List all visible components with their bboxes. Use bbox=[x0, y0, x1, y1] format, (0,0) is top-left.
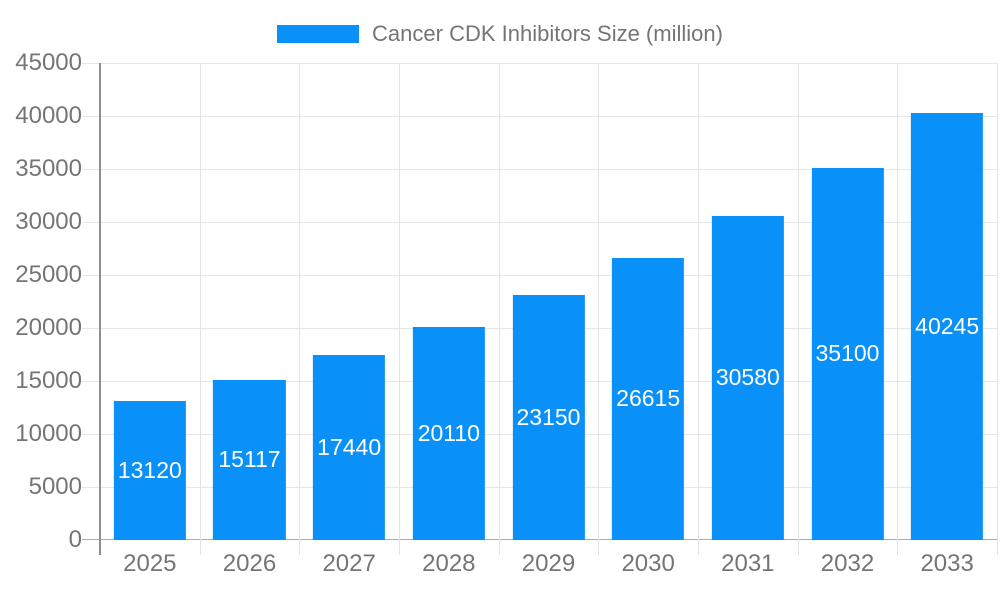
bar-value-label: 17440 bbox=[317, 434, 382, 461]
bar-value-label: 40245 bbox=[915, 313, 980, 340]
vertical-gridline bbox=[697, 63, 699, 555]
vertical-gridline bbox=[299, 63, 301, 555]
vertical-gridline bbox=[199, 63, 201, 555]
bar-value-label: 23150 bbox=[516, 403, 581, 430]
x-tick-label: 2032 bbox=[820, 550, 875, 577]
y-tick-label: 0 bbox=[68, 526, 82, 553]
bar-value-label: 35100 bbox=[815, 340, 880, 367]
bar-2033: 40245 bbox=[911, 113, 984, 540]
vertical-gridline bbox=[897, 63, 899, 555]
y-tick-label: 10000 bbox=[15, 420, 82, 447]
horizontal-gridline bbox=[82, 115, 997, 117]
x-tick-label: 2028 bbox=[422, 550, 476, 577]
vertical-gridline bbox=[398, 63, 400, 555]
y-tick-label: 5000 bbox=[28, 473, 82, 500]
y-tick-label: 15000 bbox=[15, 366, 82, 394]
bar-2027: 17440 bbox=[313, 355, 386, 540]
y-axis-line bbox=[99, 63, 101, 555]
y-tick-label: 35000 bbox=[15, 155, 82, 182]
bar-value-label: 13120 bbox=[117, 456, 182, 483]
x-axis-labels: 2025 2026 2027 2028 2029 2030 2031 2032 2033 bbox=[100, 552, 997, 582]
x-tick-label: 2030 bbox=[621, 550, 675, 577]
y-tick-label: 20000 bbox=[15, 314, 82, 341]
y-tick-label: 30000 bbox=[15, 207, 82, 235]
legend: Cancer CDK Inhibitors Size (million) bbox=[0, 16, 1000, 52]
x-tick-label: 2026 bbox=[222, 550, 277, 577]
horizontal-gridline bbox=[82, 168, 997, 170]
vertical-gridline bbox=[598, 63, 600, 555]
x-tick-label: 2033 bbox=[920, 550, 974, 577]
bar-value-label: 30580 bbox=[715, 364, 780, 391]
bar-value-label: 15117 bbox=[218, 446, 281, 473]
bar-2028: 20110 bbox=[412, 326, 485, 540]
y-tick-label: 45000 bbox=[15, 49, 82, 76]
bar-2026: 15117 bbox=[213, 379, 286, 540]
bar-2025: 13120 bbox=[113, 400, 186, 540]
vertical-gridline bbox=[997, 63, 998, 555]
legend-swatch bbox=[277, 25, 360, 43]
bar-2029: 23150 bbox=[512, 294, 585, 540]
vertical-gridline bbox=[498, 63, 500, 555]
horizontal-gridline bbox=[82, 62, 997, 64]
x-tick-label: 2027 bbox=[322, 550, 376, 577]
y-tick-label: 40000 bbox=[15, 102, 82, 129]
y-tick-label: 25000 bbox=[15, 261, 82, 288]
legend-label: Cancer CDK Inhibitors Size (million) bbox=[372, 21, 723, 46]
bar-2031: 30580 bbox=[711, 215, 784, 540]
horizontal-gridline bbox=[82, 221, 997, 223]
bar-value-label: 26615 bbox=[616, 385, 681, 412]
x-tick-label: 2031 bbox=[721, 550, 775, 577]
horizontal-gridline bbox=[82, 274, 997, 276]
x-tick-label: 2029 bbox=[521, 550, 576, 577]
x-tick-label: 2025 bbox=[123, 550, 177, 577]
bar-2032: 35100 bbox=[811, 167, 884, 540]
vertical-gridline bbox=[797, 63, 799, 555]
plot-area: 13120 15117 17440 20110 23150 26615 30580 35100… bbox=[82, 62, 998, 555]
y-axis-labels: 0 5000 10000 15000 20000 25000 30000 35000 40000… bbox=[0, 51, 82, 552]
bar-value-label: 20110 bbox=[417, 419, 480, 446]
bar-2030: 26615 bbox=[612, 257, 685, 540]
